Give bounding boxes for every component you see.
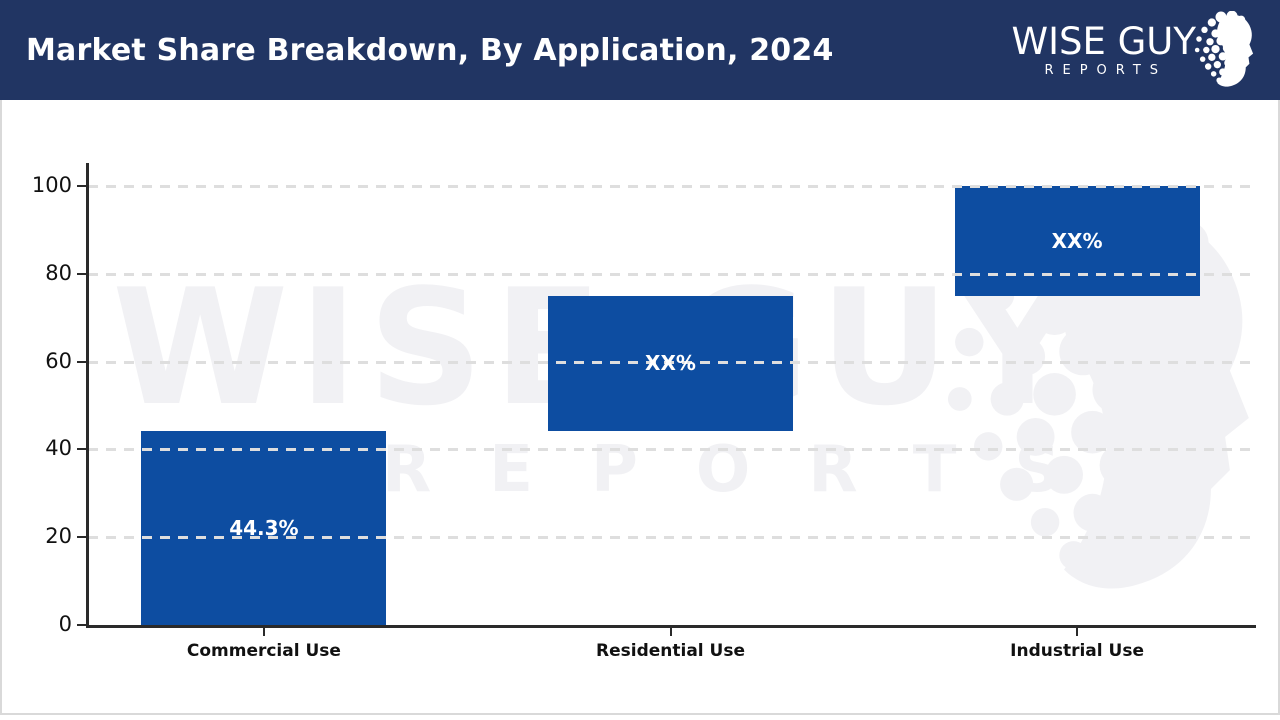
y-tick bbox=[77, 185, 86, 187]
x-tick bbox=[1076, 628, 1079, 636]
bar-industrial-use bbox=[954, 186, 1200, 296]
y-tick bbox=[77, 624, 86, 626]
x-tick bbox=[669, 628, 672, 636]
gridline-20 bbox=[88, 536, 1253, 540]
gridline-80 bbox=[88, 272, 1253, 276]
bar-commercial-use bbox=[141, 430, 387, 625]
header-bar: Market Share Breakdown, By Application, … bbox=[0, 0, 1280, 100]
y-axis-line bbox=[86, 163, 89, 628]
y-tick-label: 0 bbox=[58, 612, 72, 636]
y-tick bbox=[77, 272, 86, 275]
y-tick-label: 40 bbox=[45, 436, 72, 461]
brand-name: WISE GUY bbox=[1011, 19, 1196, 63]
x-category-label: Residential Use bbox=[596, 641, 745, 661]
brand-logo: WISE GUY REPORTS bbox=[1012, 11, 1254, 89]
bar-value-label: XX% bbox=[645, 351, 696, 376]
gridline-100 bbox=[88, 185, 1253, 188]
x-category-label: Industrial Use bbox=[1010, 641, 1144, 661]
y-tick-label: 80 bbox=[45, 260, 72, 285]
y-tick bbox=[77, 536, 86, 539]
y-tick-label: 100 bbox=[31, 173, 72, 197]
gridline-60 bbox=[88, 360, 1253, 364]
brand-subtitle: REPORTS bbox=[1044, 62, 1168, 78]
x-tick bbox=[262, 628, 265, 636]
bar-value-label: 44.3% bbox=[229, 515, 299, 540]
y-tick-label: 20 bbox=[45, 524, 72, 549]
gridline-40 bbox=[88, 448, 1253, 452]
bar-value-label: XX% bbox=[1051, 228, 1103, 253]
head-dots-icon bbox=[1188, 11, 1254, 89]
y-tick bbox=[77, 448, 86, 451]
y-tick-label: 60 bbox=[45, 348, 72, 373]
y-tick bbox=[77, 360, 86, 363]
x-category-label: Commercial Use bbox=[186, 641, 341, 661]
brand-wordmark: WISE GUY REPORTS bbox=[1012, 23, 1196, 78]
x-axis-line bbox=[86, 625, 1256, 628]
page-title: Market Share Breakdown, By Application, … bbox=[26, 32, 834, 68]
